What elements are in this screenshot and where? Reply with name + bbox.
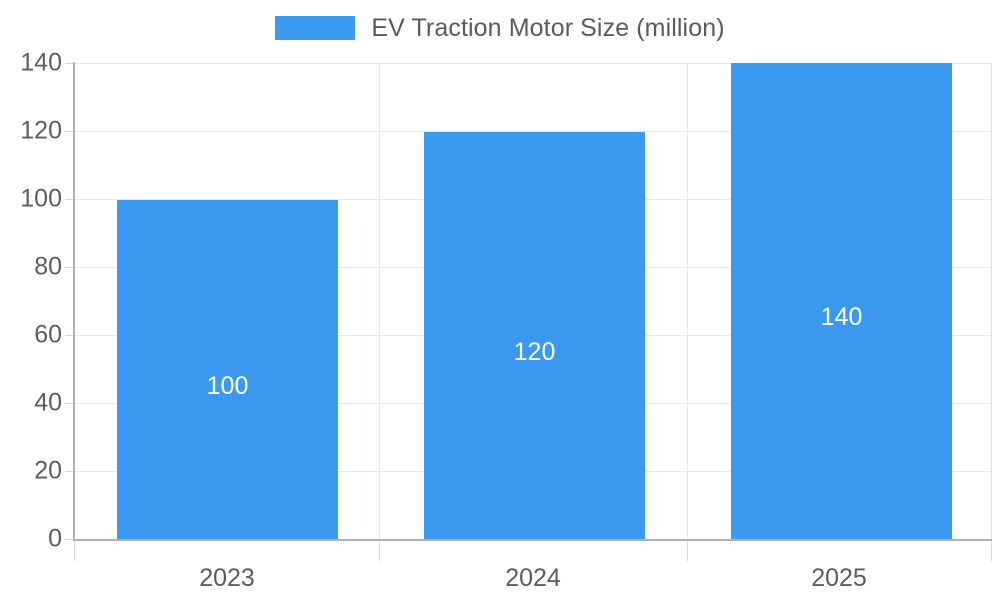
plot-area: 100 120 140 (74, 63, 992, 540)
gridline-140 (74, 63, 992, 64)
legend-item-ev-traction-motor-size[interactable]: EV Traction Motor Size (million) (275, 13, 725, 43)
x-axis-tick-label-2023: 2023 (199, 564, 255, 592)
x-axis-tick-label-2025: 2025 (811, 564, 867, 592)
y-axis-tick-mark (65, 267, 73, 268)
bar-2023[interactable]: 100 (117, 200, 338, 540)
x-axis-tick-mark (991, 541, 992, 561)
y-axis-tick-label: 60 (34, 320, 62, 349)
bar-value-label: 140 (820, 303, 863, 331)
y-axis-tick-label: 40 (34, 388, 62, 417)
x-axis-tick-mark (379, 541, 380, 561)
plot-right-edge-gridline (991, 63, 992, 540)
y-axis-tick-mark (65, 335, 73, 336)
category-divider-gridline (687, 63, 688, 540)
gridline-120 (74, 131, 992, 132)
legend-color-swatch-icon (275, 16, 356, 40)
y-axis-tick-mark (65, 199, 73, 200)
x-axis-tick-mark (687, 541, 688, 561)
y-axis-tick-mark (65, 471, 73, 472)
y-axis-tick-label: 20 (34, 456, 62, 485)
y-axis-tick-mark (65, 539, 73, 540)
y-axis-tick-label: 120 (20, 116, 62, 145)
bar-2024[interactable]: 120 (424, 132, 645, 540)
y-axis-tick-label: 0 (48, 524, 62, 553)
y-axis-tick-label: 80 (34, 252, 62, 281)
bar-value-label: 120 (513, 338, 556, 366)
y-axis-tick-mark (65, 63, 73, 64)
legend-label: EV Traction Motor Size (million) (371, 13, 725, 42)
y-axis-tick-mark (65, 403, 73, 404)
y-axis-line (73, 62, 75, 541)
category-divider-gridline (379, 63, 380, 540)
y-axis-tick-label: 140 (20, 48, 62, 77)
y-axis-tick-mark (65, 131, 73, 132)
bar-value-label: 100 (206, 372, 249, 400)
x-axis-tick-label-2024: 2024 (505, 564, 561, 592)
x-axis-line (74, 539, 992, 541)
x-axis-tick-mark (74, 541, 75, 561)
chart-legend: EV Traction Motor Size (million) (0, 0, 1000, 56)
bar-2025[interactable]: 140 (731, 63, 952, 540)
y-axis-tick-label: 100 (20, 184, 62, 213)
